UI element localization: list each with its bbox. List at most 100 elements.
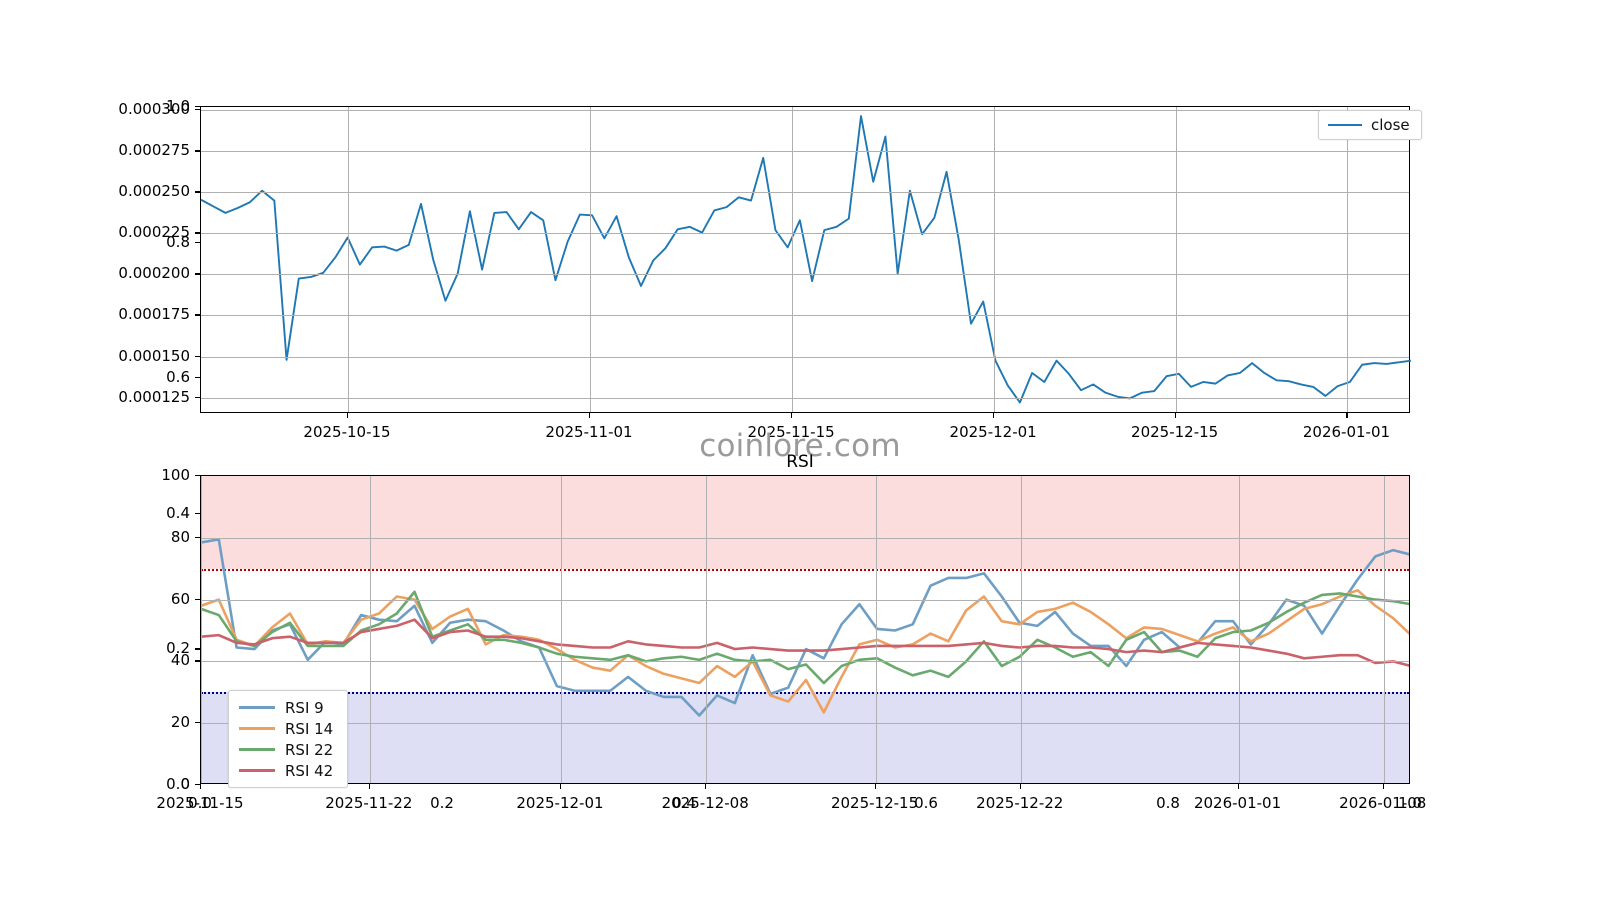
- price-x-tick-mark: [993, 413, 995, 418]
- overlay-y-tick-mark: [195, 784, 200, 786]
- price-gridline-vertical: [590, 107, 591, 412]
- price-gridline: [201, 233, 1409, 235]
- overlay-y-tick-mark: [195, 648, 200, 650]
- price-line-series: [200, 115, 1412, 404]
- price-y-tick-label: 0.000150: [118, 346, 190, 365]
- price-gridline: [201, 356, 1409, 358]
- price-y-tick-label: 0.000175: [118, 305, 190, 324]
- overbought-zone: [201, 476, 1409, 569]
- overlay-y-tick-mark: [195, 106, 200, 108]
- rsi-y-tick-mark: [195, 475, 200, 477]
- rsi-panel-title: RSI: [786, 452, 814, 472]
- rsi-legend-item-rsi42[interactable]: RSI 42: [239, 760, 333, 781]
- rsi-y-tick-mark: [195, 722, 200, 724]
- rsi14-legend-label: RSI 14: [285, 719, 334, 738]
- rsi-y-tick-label: 40: [170, 651, 190, 670]
- overlay-y-tick-label: 0.8: [166, 232, 190, 251]
- oversold-threshold-line: [201, 692, 1409, 695]
- rsi-gridline-vertical: [201, 476, 202, 783]
- overbought-threshold-line: [201, 568, 1409, 571]
- rsi-x-tick-label: 2026-01-01: [1193, 794, 1282, 812]
- price-gridline-vertical: [1175, 107, 1177, 412]
- rsi-gridline-vertical: [1020, 476, 1022, 783]
- close-price-line: [200, 115, 1412, 404]
- rsi-x-tick-mark: [200, 784, 202, 789]
- rsi9-line: [201, 538, 1409, 717]
- overlay-y-tick-label: 0.6: [166, 368, 190, 387]
- price-x-tick-label: 2025-10-15: [303, 423, 391, 441]
- price-x-tick-mark: [1346, 413, 1348, 418]
- rsi-x-tick-mark: [559, 784, 562, 789]
- price-gridline: [201, 110, 1409, 112]
- close-legend-swatch: [1328, 124, 1362, 126]
- rsi-legend-item-rsi9[interactable]: RSI 9: [239, 697, 333, 718]
- price-gridline: [201, 151, 1409, 153]
- price-y-tick-mark: [195, 109, 200, 111]
- price-gridline-vertical: [1347, 107, 1349, 412]
- price-y-tick-mark: [195, 191, 200, 193]
- rsi-legend[interactable]: RSI 9 RSI 14 RSI 22 RSI 42: [228, 690, 349, 788]
- rsi-y-tick-label: 60: [170, 589, 190, 608]
- overlay-y-tick-mark: [195, 241, 200, 243]
- price-y-tick-mark: [195, 355, 200, 357]
- watermark: coinlore.com: [699, 428, 901, 464]
- rsi-legend-item-rsi14[interactable]: RSI 14: [239, 718, 333, 739]
- overlay-x-tick-label: 0.6: [914, 794, 938, 812]
- rsi22-legend-label: RSI 22: [285, 740, 334, 759]
- rsi22-legend-swatch: [239, 748, 275, 751]
- rsi-x-tick-mark: [874, 784, 876, 789]
- price-y-tick-mark: [195, 273, 200, 275]
- rsi-x-tick-mark: [1382, 784, 1384, 789]
- price-y-tick-mark: [195, 396, 200, 398]
- price-y-tick-mark: [195, 232, 200, 234]
- overlay-y-tick-mark: [195, 512, 200, 514]
- overlay-y-tick-mark: [195, 377, 200, 379]
- price-y-tick-mark: [195, 314, 200, 316]
- price-gridline: [201, 397, 1409, 399]
- rsi14-legend-swatch: [239, 727, 275, 730]
- rsi-x-tick-mark: [368, 784, 370, 789]
- rsi-chart-panel: [200, 475, 1410, 784]
- rsi22-line: [201, 590, 1409, 685]
- rsi-line-series: [201, 538, 1409, 717]
- price-y-tick-label: 0.000275: [118, 141, 190, 160]
- rsi-y-tick-label: 100: [161, 466, 190, 484]
- rsi-y-tick-mark: [195, 598, 200, 600]
- rsi9-legend-label: RSI 9: [285, 698, 324, 717]
- price-x-tick-mark: [791, 413, 793, 418]
- price-x-tick-label: 2025-11-15: [747, 423, 835, 441]
- rsi42-line: [201, 618, 1409, 667]
- rsi-y-tick-label: 20: [170, 713, 190, 732]
- rsi-x-tick-label: 2025-12-08: [661, 794, 749, 812]
- price-gridline: [201, 192, 1409, 194]
- rsi-x-tick-mark: [705, 784, 707, 789]
- rsi-x-tick-label: 2025-12-22: [976, 794, 1064, 812]
- rsi-y-tick-mark: [195, 660, 200, 662]
- rsi-x-tick-label: 2025-11-15: [156, 794, 244, 812]
- overlay-y-tick-label: 0.4: [166, 503, 190, 522]
- rsi-gridline: [201, 661, 1409, 663]
- rsi-gridline-vertical: [1238, 476, 1240, 783]
- rsi-y-tick-label: 0: [180, 775, 190, 793]
- rsi-y-tick-mark: [195, 536, 200, 538]
- price-y-tick-mark: [195, 150, 200, 152]
- price-y-tick-label: 0.000250: [118, 182, 190, 201]
- rsi-x-tick-label: 2026-01-08: [1339, 794, 1427, 812]
- rsi-x-tick-label: 2025-11-22: [325, 794, 413, 812]
- rsi-gridline-vertical: [560, 476, 562, 783]
- price-gridline: [201, 274, 1409, 276]
- price-y-tick-label: 0.000200: [118, 264, 190, 283]
- price-x-tick-label: 2025-12-15: [1131, 423, 1219, 441]
- price-legend[interactable]: close: [1318, 110, 1422, 140]
- rsi-legend-item-rsi22[interactable]: RSI 22: [239, 739, 333, 760]
- overlay-x-tick-label: 0.2: [430, 794, 454, 812]
- price-gridline-vertical: [348, 107, 349, 412]
- rsi42-legend-label: RSI 42: [285, 761, 334, 780]
- rsi-x-tick-label: 2025-12-15: [830, 794, 919, 812]
- price-x-tick-label: 2025-11-01: [545, 423, 633, 441]
- overlay-x-tick-label: 0.0: [188, 794, 212, 812]
- rsi-y-tick-label: 80: [170, 527, 190, 546]
- rsi-gridline: [201, 723, 1409, 725]
- overlay-x-tick-label: 1.0: [1398, 794, 1422, 812]
